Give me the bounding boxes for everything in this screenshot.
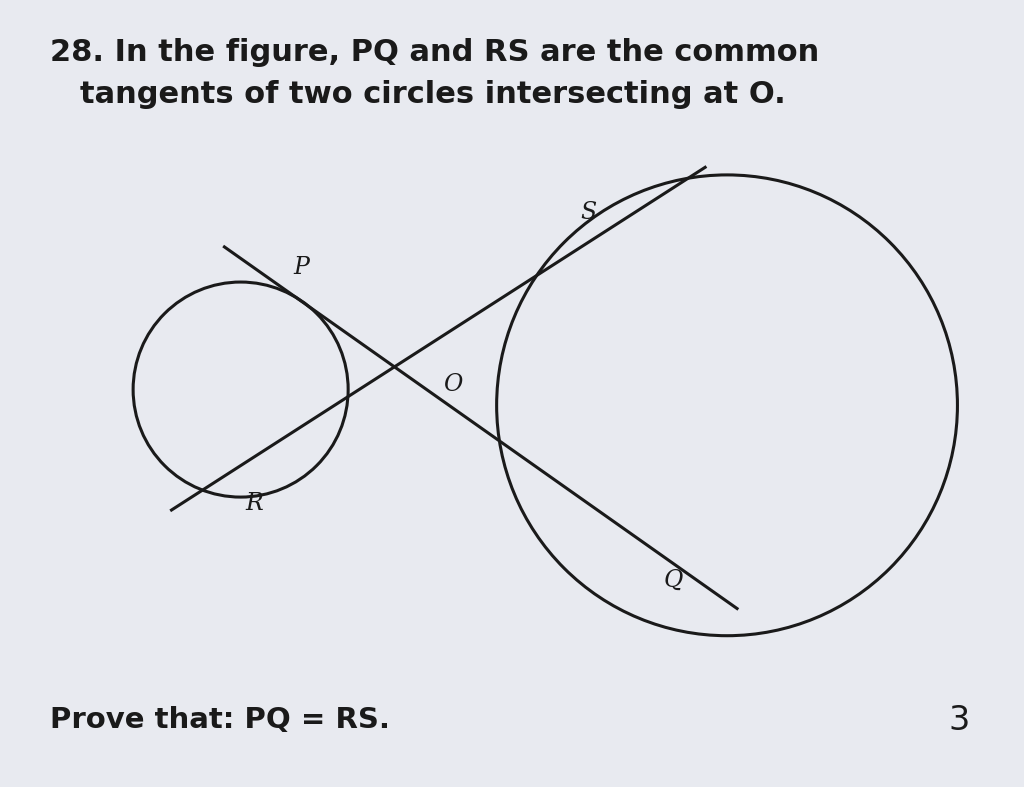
Text: Q: Q xyxy=(664,569,683,592)
Text: tangents of two circles intersecting at O.: tangents of two circles intersecting at … xyxy=(80,80,785,109)
Text: P: P xyxy=(294,257,309,279)
Text: R: R xyxy=(246,492,263,515)
Text: Prove that: PQ = RS.: Prove that: PQ = RS. xyxy=(50,706,390,734)
Text: S: S xyxy=(580,201,596,224)
Text: O: O xyxy=(443,373,462,396)
Text: 3: 3 xyxy=(949,704,970,737)
Text: 28. In the figure, PQ and RS are the common: 28. In the figure, PQ and RS are the com… xyxy=(50,38,819,67)
